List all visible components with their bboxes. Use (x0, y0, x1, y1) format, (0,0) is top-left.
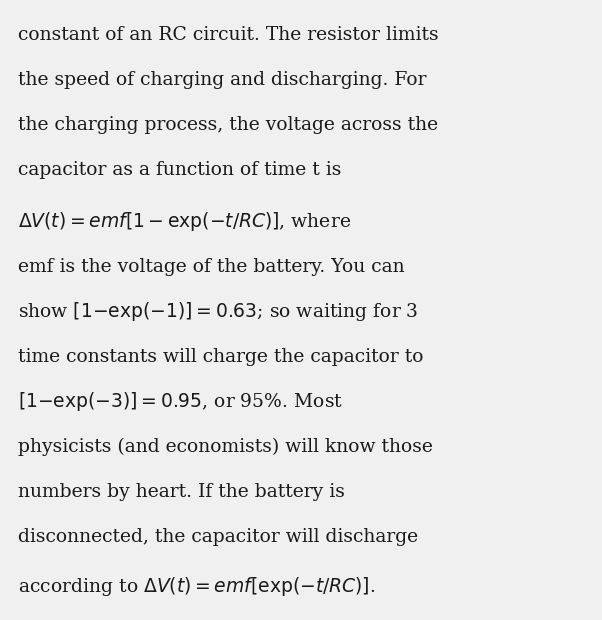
Text: according to $\Delta V(t) = emf[\mathrm{exp}(-t/RC)]$.: according to $\Delta V(t) = emf[\mathrm{… (18, 575, 376, 598)
Text: $\Delta V(t) = emf[1 - \mathrm{exp}(-t/RC)]$, where: $\Delta V(t) = emf[1 - \mathrm{exp}(-t/R… (18, 210, 351, 233)
Text: capacitor as a function of time t is: capacitor as a function of time t is (18, 161, 341, 179)
Text: the charging process, the voltage across the: the charging process, the voltage across… (18, 116, 438, 134)
Text: the speed of charging and discharging. For: the speed of charging and discharging. F… (18, 71, 426, 89)
Text: constant of an RC circuit. The resistor limits: constant of an RC circuit. The resistor … (18, 26, 439, 44)
Text: disconnected, the capacitor will discharge: disconnected, the capacitor will dischar… (18, 528, 418, 546)
Text: emf is the voltage of the battery. You can: emf is the voltage of the battery. You c… (18, 258, 405, 276)
Text: numbers by heart. If the battery is: numbers by heart. If the battery is (18, 483, 345, 501)
Text: $[1{-}\mathrm{exp}(-3)] = 0.95$, or 95%. Most: $[1{-}\mathrm{exp}(-3)] = 0.95$, or 95%.… (18, 390, 343, 413)
Text: time constants will charge the capacitor to: time constants will charge the capacitor… (18, 348, 423, 366)
Text: physicists (and economists) will know those: physicists (and economists) will know th… (18, 438, 433, 456)
Text: show $[1{-}\mathrm{exp}(-1)] = 0.63$; so waiting for 3: show $[1{-}\mathrm{exp}(-1)] = 0.63$; so… (18, 300, 418, 323)
